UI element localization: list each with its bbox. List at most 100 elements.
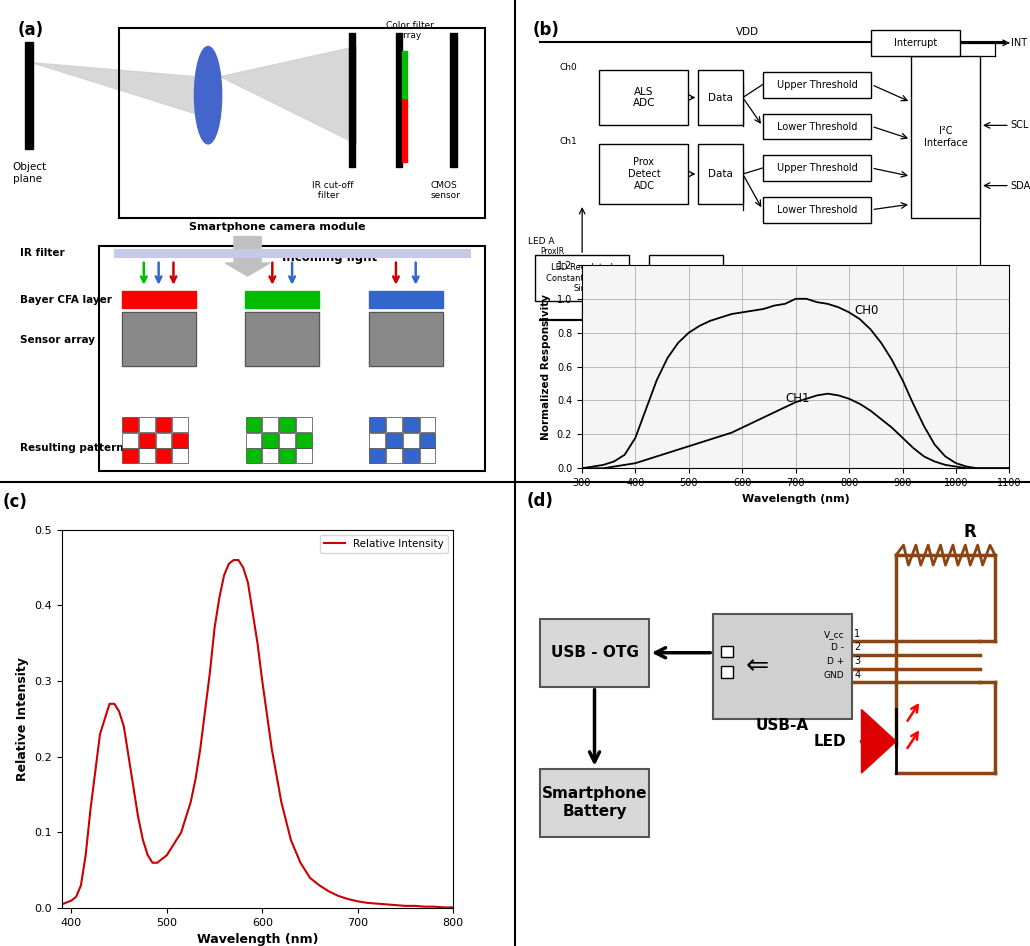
Text: SCL: SCL xyxy=(1010,120,1029,131)
Text: Smartphone
Battery: Smartphone Battery xyxy=(542,786,647,819)
Text: Lower Threshold: Lower Threshold xyxy=(777,121,857,131)
Line: Relative Intensity: Relative Intensity xyxy=(62,560,453,907)
Bar xyxy=(721,646,733,657)
Relative Intensity xyxy=(204,668,216,679)
Relative Intensity xyxy=(447,902,459,913)
Bar xyxy=(122,290,196,308)
Bar xyxy=(369,311,443,366)
Text: Data: Data xyxy=(709,93,733,102)
Bar xyxy=(369,290,443,308)
Bar xyxy=(419,448,436,464)
X-axis label: Wavelength (nm): Wavelength (nm) xyxy=(197,934,318,946)
Bar xyxy=(156,448,171,464)
Bar xyxy=(122,448,138,464)
Text: Lower Threshold: Lower Threshold xyxy=(777,205,857,215)
Text: LED Regulated
Constant Current
Sink: LED Regulated Constant Current Sink xyxy=(546,263,618,293)
Text: D -: D - xyxy=(831,643,845,653)
Bar xyxy=(245,417,262,431)
Text: IR cut-off
  filter: IR cut-off filter xyxy=(312,181,353,201)
Bar xyxy=(349,33,355,167)
Bar xyxy=(911,56,981,219)
Bar xyxy=(713,614,852,719)
Bar xyxy=(386,432,402,447)
Text: CMOS
sensor: CMOS sensor xyxy=(431,181,460,201)
Bar xyxy=(419,417,436,431)
Text: LED A: LED A xyxy=(527,236,554,246)
Bar xyxy=(386,448,402,464)
Text: Color filter
    array: Color filter array xyxy=(386,21,434,41)
Bar xyxy=(599,70,688,126)
Text: Upper Threshold: Upper Threshold xyxy=(777,164,857,173)
Bar xyxy=(649,255,723,302)
Text: IR filter: IR filter xyxy=(21,248,65,258)
Bar xyxy=(122,311,196,366)
Bar xyxy=(139,432,154,447)
Bar xyxy=(369,432,385,447)
Text: (d): (d) xyxy=(526,492,553,510)
Text: ProxIR
LED: ProxIR LED xyxy=(540,247,564,267)
Bar xyxy=(540,619,649,687)
Bar xyxy=(279,432,295,447)
Y-axis label: Relative Intensity: Relative Intensity xyxy=(15,657,29,780)
Text: LED: LED xyxy=(814,734,847,749)
Text: Upper Threshold: Upper Threshold xyxy=(777,79,857,90)
Text: GND: GND xyxy=(824,671,845,680)
Bar xyxy=(762,197,871,222)
Bar xyxy=(762,114,871,139)
Text: Incoming light: Incoming light xyxy=(282,251,377,264)
Bar xyxy=(698,70,743,126)
Text: CH1: CH1 xyxy=(785,392,810,405)
Bar xyxy=(122,417,138,431)
Text: USB-A: USB-A xyxy=(756,718,809,733)
Bar xyxy=(172,417,188,431)
Bar xyxy=(122,432,138,447)
Bar xyxy=(263,417,278,431)
Bar xyxy=(172,448,188,464)
Text: (c): (c) xyxy=(3,493,28,511)
Bar xyxy=(369,311,443,366)
Bar xyxy=(245,311,319,366)
Bar xyxy=(296,432,312,447)
Text: LED K: LED K xyxy=(602,323,627,331)
Text: CH0: CH0 xyxy=(855,304,879,317)
Bar xyxy=(245,290,319,308)
Polygon shape xyxy=(33,62,196,114)
Bar xyxy=(762,155,871,181)
Bar xyxy=(263,448,278,464)
Text: Prox
Detect
ADC: Prox Detect ADC xyxy=(627,157,660,190)
Bar xyxy=(403,432,418,447)
X-axis label: Wavelength (nm): Wavelength (nm) xyxy=(742,494,850,503)
Bar xyxy=(762,72,871,97)
Relative Intensity xyxy=(117,721,130,732)
Text: Bayer CFA layer: Bayer CFA layer xyxy=(21,294,112,305)
Relative Intensity xyxy=(137,834,149,846)
Text: V_cc: V_cc xyxy=(824,630,845,639)
Relative Intensity xyxy=(242,577,254,588)
Bar xyxy=(119,28,485,219)
Bar xyxy=(450,33,457,167)
Bar xyxy=(279,417,295,431)
Relative Intensity xyxy=(380,899,392,910)
Bar xyxy=(245,311,319,366)
Text: Control
Logic: Control Logic xyxy=(668,268,703,289)
Bar xyxy=(871,30,960,56)
Bar xyxy=(419,432,436,447)
Bar xyxy=(369,448,385,464)
Text: ⇐: ⇐ xyxy=(746,653,769,680)
Bar xyxy=(403,51,407,97)
Text: SDA: SDA xyxy=(1010,181,1030,190)
Polygon shape xyxy=(861,710,896,773)
Text: INT: INT xyxy=(1010,38,1027,48)
Relative Intensity xyxy=(84,804,97,815)
Text: 1: 1 xyxy=(854,629,860,639)
Bar xyxy=(296,417,312,431)
Bar xyxy=(156,417,171,431)
Ellipse shape xyxy=(195,46,221,144)
Bar xyxy=(386,417,402,431)
Bar xyxy=(540,768,649,836)
Bar xyxy=(599,144,688,204)
Text: (b): (b) xyxy=(533,21,559,39)
Bar xyxy=(396,33,402,167)
Bar xyxy=(279,448,295,464)
Bar xyxy=(721,666,733,677)
